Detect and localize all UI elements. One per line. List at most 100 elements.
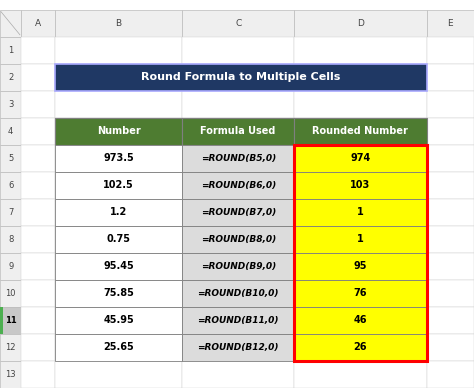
Bar	[21, 37, 55, 64]
Bar	[294, 307, 427, 334]
Bar	[182, 334, 294, 361]
Bar	[294, 253, 427, 280]
Bar	[55, 118, 182, 145]
Bar	[0, 10, 21, 37]
Text: 9: 9	[8, 262, 13, 271]
Text: 2: 2	[8, 73, 13, 82]
Bar	[182, 199, 294, 226]
Bar	[294, 226, 427, 253]
Bar	[55, 172, 182, 199]
Bar	[182, 226, 294, 253]
Bar	[182, 199, 294, 226]
Bar	[182, 118, 294, 145]
Bar	[294, 199, 427, 226]
Bar	[55, 172, 182, 199]
Text: =ROUND(B5,0): =ROUND(B5,0)	[201, 154, 276, 163]
Text: 45.95: 45.95	[103, 315, 134, 326]
Bar	[427, 226, 474, 253]
Text: 26: 26	[354, 343, 367, 352]
Text: 1.2: 1.2	[110, 207, 127, 217]
Text: 10: 10	[5, 289, 16, 298]
Text: 1: 1	[357, 207, 364, 217]
Bar	[55, 334, 182, 361]
Text: 75.85: 75.85	[103, 288, 134, 298]
Bar	[0, 307, 3, 334]
Bar	[294, 118, 427, 145]
Text: 0.75: 0.75	[107, 234, 130, 244]
Text: 12: 12	[5, 343, 16, 352]
Bar	[294, 37, 427, 64]
Text: =ROUND(B10,0): =ROUND(B10,0)	[198, 289, 279, 298]
Bar	[0, 199, 21, 226]
Bar	[21, 361, 55, 388]
Text: D: D	[357, 19, 364, 28]
Bar	[55, 307, 182, 334]
Bar	[21, 118, 55, 145]
Bar	[55, 280, 182, 307]
Bar	[182, 37, 294, 64]
Bar	[427, 10, 474, 37]
Text: 974: 974	[350, 153, 370, 163]
Text: B: B	[116, 19, 121, 28]
Bar	[294, 334, 427, 361]
Text: 103: 103	[350, 180, 370, 191]
Bar	[427, 199, 474, 226]
Bar	[21, 334, 55, 361]
Bar	[182, 10, 294, 37]
Bar	[0, 145, 21, 172]
Text: 46: 46	[354, 315, 367, 326]
Bar	[182, 172, 294, 199]
Bar	[0, 37, 21, 64]
Bar	[0, 253, 21, 280]
Bar	[427, 37, 474, 64]
Text: 7: 7	[8, 208, 13, 217]
Bar	[55, 118, 182, 145]
Bar	[55, 145, 182, 172]
Text: =ROUND(B7,0): =ROUND(B7,0)	[201, 208, 276, 217]
Bar	[55, 145, 182, 172]
Bar	[0, 91, 21, 118]
Bar	[182, 307, 294, 334]
Text: =ROUND(B12,0): =ROUND(B12,0)	[198, 343, 279, 352]
Bar	[55, 253, 182, 280]
Bar	[21, 253, 55, 280]
Bar	[0, 361, 21, 388]
Text: Round Formula to Multiple Cells: Round Formula to Multiple Cells	[141, 72, 340, 82]
Bar	[427, 118, 474, 145]
Bar	[427, 91, 474, 118]
Bar	[21, 199, 55, 226]
Text: 973.5: 973.5	[103, 153, 134, 163]
Text: 13: 13	[5, 370, 16, 379]
Bar	[21, 91, 55, 118]
Bar	[55, 253, 182, 280]
Bar	[55, 199, 182, 226]
Text: =ROUND(B8,0): =ROUND(B8,0)	[201, 235, 276, 244]
Text: 4: 4	[8, 127, 13, 136]
Bar	[0, 226, 21, 253]
Bar	[182, 307, 294, 334]
Bar	[21, 172, 55, 199]
Text: Formula Used: Formula Used	[201, 126, 276, 136]
Bar	[21, 64, 55, 91]
Bar	[427, 307, 474, 334]
Text: 102.5: 102.5	[103, 180, 134, 191]
Bar	[294, 145, 427, 361]
Bar	[294, 199, 427, 226]
Bar	[0, 172, 21, 199]
Text: 8: 8	[8, 235, 13, 244]
Bar	[55, 307, 182, 334]
Bar	[294, 118, 427, 145]
Bar	[55, 10, 182, 37]
Bar	[182, 145, 294, 172]
Bar	[55, 226, 182, 253]
Text: 3: 3	[8, 100, 13, 109]
Bar	[21, 10, 55, 37]
Bar	[427, 172, 474, 199]
Bar	[182, 226, 294, 253]
Bar	[294, 307, 427, 334]
Bar	[55, 226, 182, 253]
Bar	[21, 307, 55, 334]
Text: 1: 1	[357, 234, 364, 244]
Bar	[55, 64, 427, 91]
Text: 95.45: 95.45	[103, 262, 134, 271]
